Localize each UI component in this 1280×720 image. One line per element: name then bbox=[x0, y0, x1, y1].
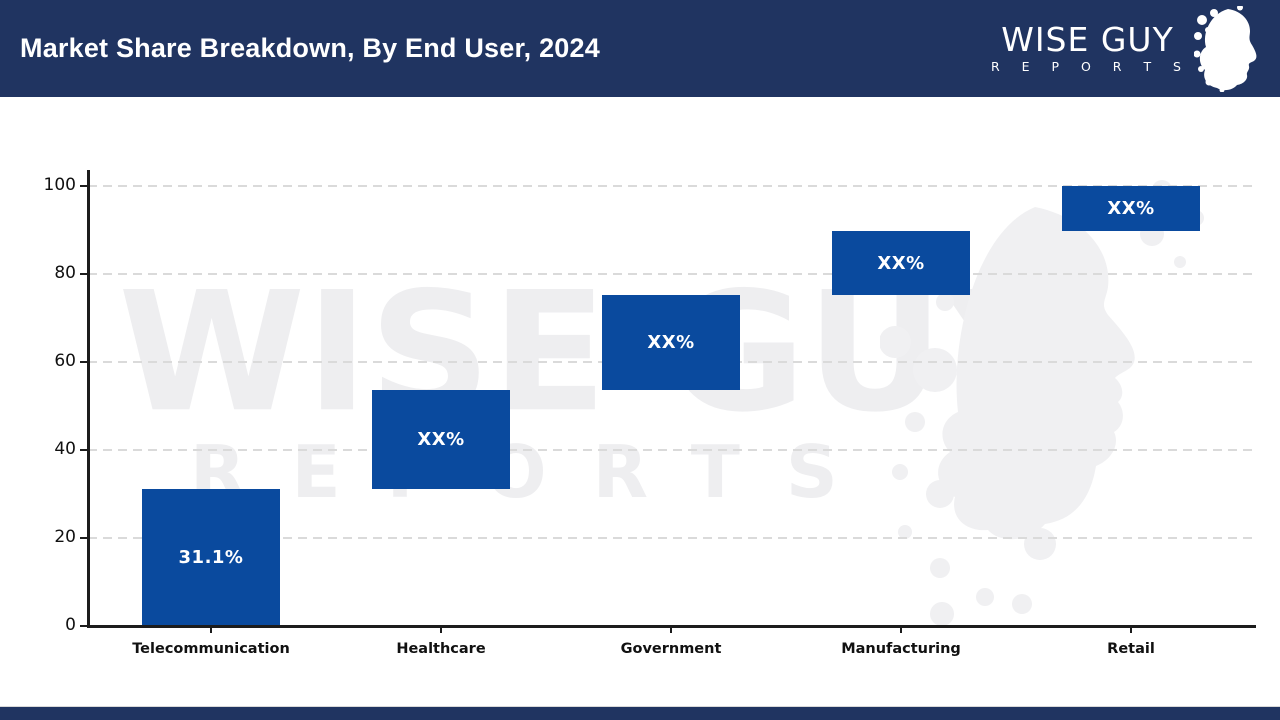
logo-wordmark: WISE GUY bbox=[1001, 20, 1174, 59]
y-tick-label-40: 40 bbox=[54, 438, 76, 459]
x-category-label-healthcare: Healthcare bbox=[396, 641, 486, 657]
watermark-subtitle: REPORTS bbox=[190, 430, 884, 514]
logo-subtitle: R E P O R T S bbox=[990, 59, 1190, 74]
y-tick-label-100: 100 bbox=[43, 175, 76, 195]
y-tick-mark-40 bbox=[80, 448, 88, 451]
y-tick-label-0: 0 bbox=[65, 614, 76, 635]
logo-text: WISE GUY R E P O R T S bbox=[985, 23, 1190, 74]
x-category-label-telecommunication: Telecommunication bbox=[132, 641, 290, 657]
bar-value-label-government: XX% bbox=[647, 332, 695, 354]
y-tick-label-80: 80 bbox=[54, 262, 76, 283]
bar-value-label-telecommunication: 31.1% bbox=[178, 546, 244, 568]
bar-retail: XX% bbox=[1062, 186, 1200, 232]
logo-head-icon bbox=[1194, 5, 1257, 92]
wiseguy-logo: WISE GUY R E P O R T S bbox=[985, 5, 1280, 92]
x-tick-mark-telecommunication bbox=[210, 627, 212, 633]
bar-telecommunication: 31.1% bbox=[142, 488, 280, 626]
y-tick-mark-60 bbox=[80, 360, 88, 363]
x-tick-mark-government bbox=[670, 627, 672, 633]
x-tick-mark-healthcare bbox=[440, 627, 442, 633]
header-bar: Market Share Breakdown, By End User, 202… bbox=[0, 0, 1280, 97]
y-axis-line bbox=[87, 170, 90, 627]
bar-value-label-retail: XX% bbox=[1107, 198, 1155, 220]
x-tick-mark-manufacturing bbox=[900, 627, 902, 633]
gridline-100 bbox=[88, 185, 1256, 187]
y-tick-mark-20 bbox=[80, 536, 88, 539]
y-tick-label-20: 20 bbox=[54, 526, 76, 547]
gridline-20 bbox=[88, 536, 1256, 539]
bar-manufacturing: XX% bbox=[832, 231, 970, 295]
gridline-80 bbox=[88, 272, 1256, 275]
y-tick-mark-80 bbox=[80, 272, 88, 275]
bar-value-label-manufacturing: XX% bbox=[877, 252, 925, 274]
x-axis-line bbox=[87, 625, 1256, 628]
x-tick-mark-retail bbox=[1130, 627, 1132, 633]
x-category-label-retail: Retail bbox=[1107, 641, 1155, 657]
bar-value-label-healthcare: XX% bbox=[417, 429, 465, 451]
x-category-label-government: Government bbox=[620, 641, 722, 657]
x-category-label-manufacturing: Manufacturing bbox=[841, 641, 961, 657]
page-title: Market Share Breakdown, By End User, 202… bbox=[20, 33, 600, 63]
y-tick-mark-100 bbox=[80, 185, 88, 187]
bar-healthcare: XX% bbox=[372, 390, 510, 489]
y-tick-mark-0 bbox=[80, 624, 88, 627]
y-tick-label-60: 60 bbox=[54, 350, 76, 371]
watermark-wordmark: WISE GUY bbox=[118, 256, 1068, 450]
gridline-40 bbox=[88, 448, 1256, 451]
bar-government: XX% bbox=[602, 294, 740, 391]
footer-bar bbox=[0, 706, 1280, 720]
